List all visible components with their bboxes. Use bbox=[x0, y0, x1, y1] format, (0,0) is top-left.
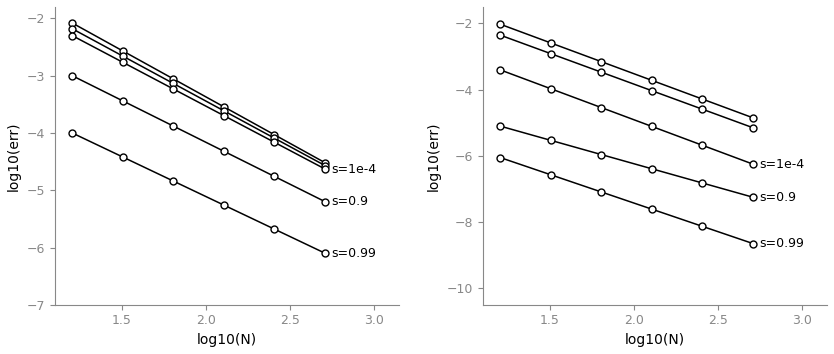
Text: s=0.99: s=0.99 bbox=[760, 237, 805, 250]
Text: s=0.9: s=0.9 bbox=[332, 195, 369, 208]
Text: s=0.99: s=0.99 bbox=[332, 247, 377, 260]
Text: s=1e-4: s=1e-4 bbox=[760, 158, 805, 171]
X-axis label: log10(N): log10(N) bbox=[625, 333, 685, 347]
Text: s=1e-4: s=1e-4 bbox=[332, 162, 377, 176]
Text: s=0.9: s=0.9 bbox=[760, 191, 796, 204]
Y-axis label: log10(err): log10(err) bbox=[427, 121, 441, 190]
Y-axis label: log10(err): log10(err) bbox=[7, 121, 21, 190]
X-axis label: log10(N): log10(N) bbox=[197, 333, 257, 347]
